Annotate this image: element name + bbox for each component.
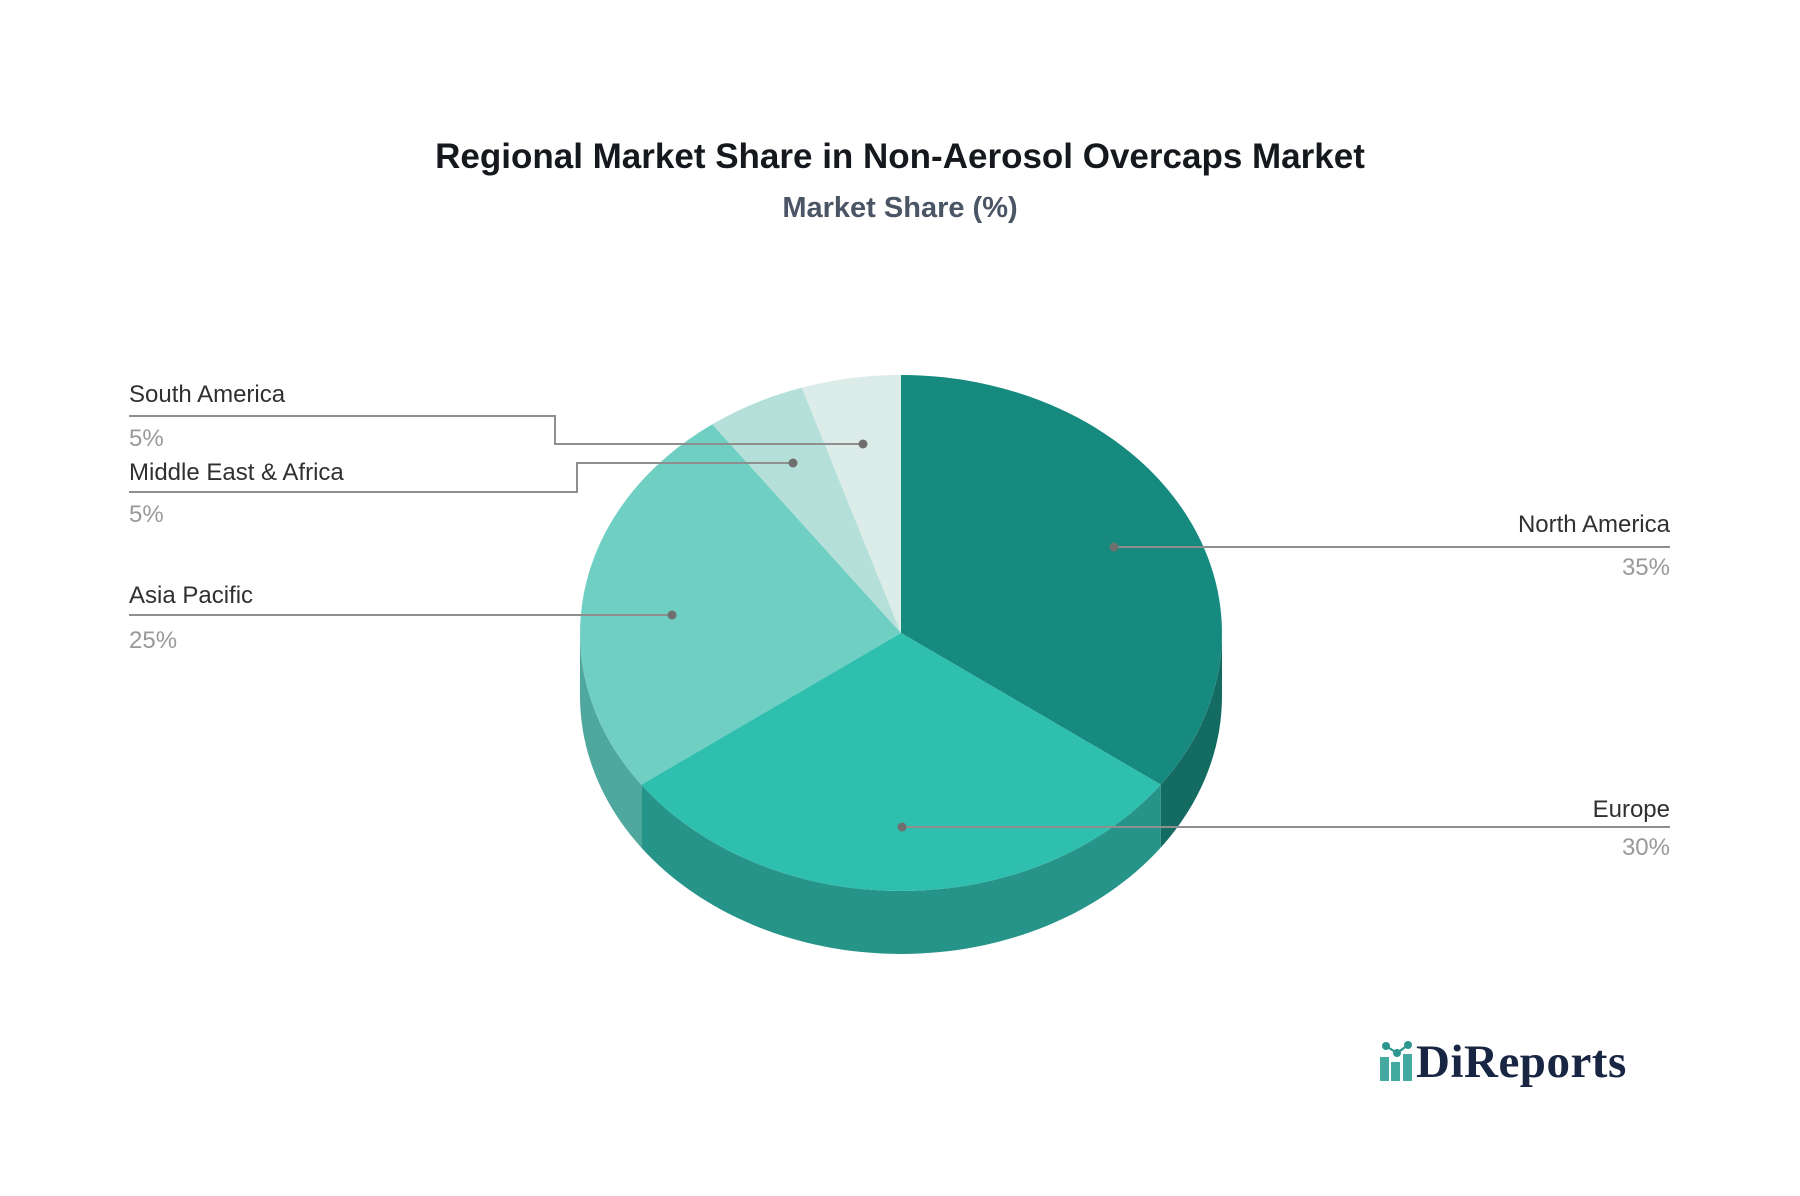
pie-slice-middle-east-africa[interactable] [712,387,901,633]
connector-dot-north-america [1109,542,1119,552]
slice-value-middle-east-africa: 5% [129,501,164,528]
slice-label-south-america: South America [129,381,286,408]
chart-subtitle: Market Share (%) [782,192,1018,224]
direports-logo: DiReports [1374,1036,1674,1106]
chart-title: Regional Market Share in Non-Aerosol Ove… [435,137,1365,176]
slice-value-north-america: 35% [1622,554,1670,581]
slice-value-europe: 30% [1622,834,1670,861]
slice-value-south-america: 5% [129,425,164,452]
connector-dot-south-america [858,439,868,449]
slice-label-asia-pacific: Asia Pacific [129,582,253,609]
slice-label-europe: Europe [1593,796,1670,823]
pie-chart [580,375,1222,954]
connector-dot-middle-east-africa [788,458,798,468]
label-connector-middle-east-africa [129,462,793,493]
pie-slice-asia-pacific[interactable] [580,424,901,785]
bar-line-chart-icon [1380,1041,1412,1081]
slice-value-asia-pacific: 25% [129,627,177,654]
brand-name: DiReports [1416,1036,1627,1088]
slice-label-middle-east-africa: Middle East & Africa [129,459,344,486]
pie-slice-south-america[interactable] [801,375,901,633]
connector-dot-europe [897,822,907,832]
connector-dot-asia-pacific [667,610,677,620]
pie-slice-side-europe [641,784,1161,954]
pie-slice-north-america[interactable] [901,375,1222,785]
pie-slice-side-asia-pacific [580,633,642,848]
label-connectors [129,415,1670,832]
slice-label-north-america: North America [1518,511,1671,538]
label-connector-south-america [129,415,863,445]
pie-slice-side-north-america [1160,633,1222,848]
slice-labels: South America 5% Middle East & Africa 5%… [129,381,1671,861]
